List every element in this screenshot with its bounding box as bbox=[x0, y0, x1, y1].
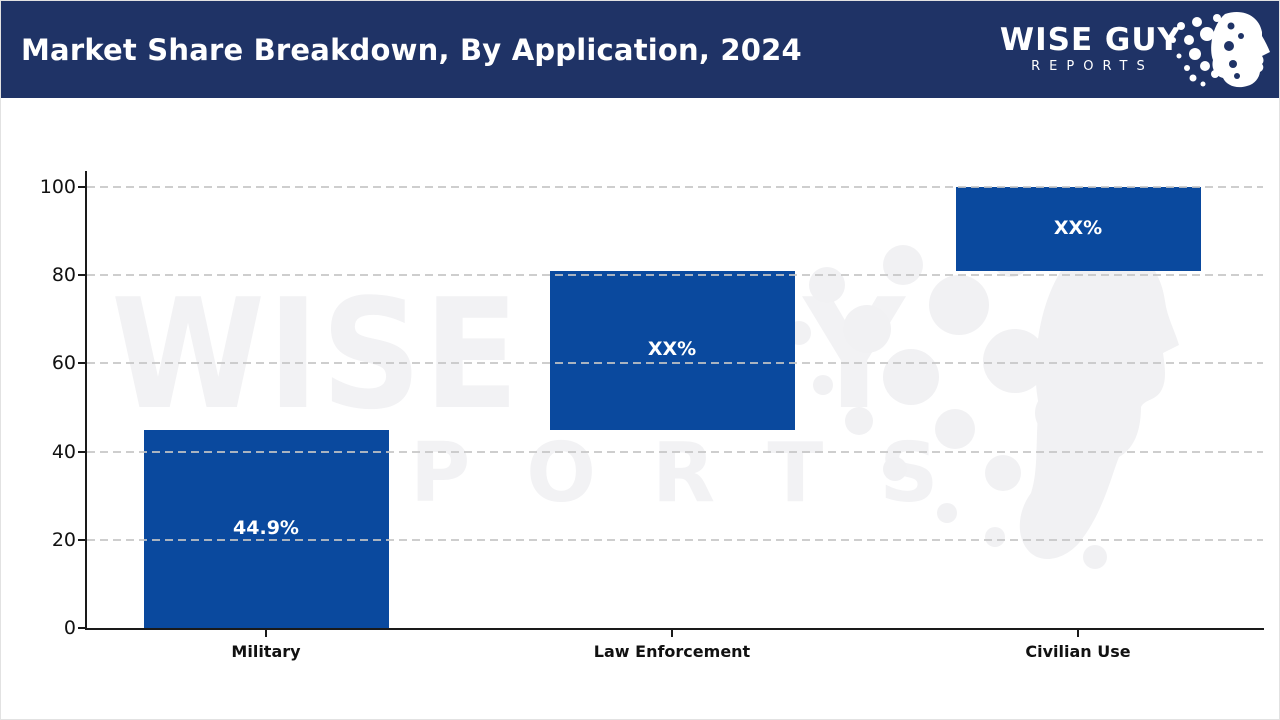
gridline bbox=[87, 362, 1263, 365]
bar-value-label: 44.9% bbox=[233, 516, 299, 539]
gridline bbox=[87, 186, 1263, 188]
bar-military bbox=[143, 429, 389, 628]
logo-face-icon bbox=[1170, 11, 1270, 87]
gridline bbox=[87, 450, 1263, 453]
gridline bbox=[87, 538, 1263, 541]
y-tick-mark bbox=[78, 186, 85, 188]
y-tick-label: 0 bbox=[63, 617, 76, 639]
bar-value-label: XX% bbox=[647, 338, 697, 361]
y-tick-mark bbox=[78, 450, 85, 453]
x-tick-mark bbox=[265, 630, 267, 637]
logo-wordmark: WISE GUY bbox=[999, 22, 1181, 58]
header-bar: Market Share Breakdown, By Application, … bbox=[1, 1, 1279, 98]
x-tick-mark bbox=[1077, 630, 1079, 637]
x-axis-line bbox=[85, 628, 1264, 630]
gridline bbox=[87, 274, 1263, 277]
y-tick-label: 60 bbox=[51, 352, 76, 375]
bar-value-label: XX% bbox=[1053, 216, 1103, 239]
y-tick-mark bbox=[78, 538, 85, 541]
bar-law-enforcement bbox=[549, 270, 795, 430]
x-category-label: Military bbox=[231, 642, 301, 661]
chart-title: Market Share Breakdown, By Application, … bbox=[21, 32, 802, 67]
logo-subtext: REPORTS bbox=[1031, 59, 1154, 74]
y-tick-label: 80 bbox=[51, 264, 76, 287]
bar-civilian-use bbox=[955, 187, 1201, 271]
x-tick-mark bbox=[671, 630, 673, 637]
y-tick-mark bbox=[78, 274, 85, 277]
brand-logo: WISE GUY REPORTS bbox=[1000, 6, 1271, 94]
y-axis-line bbox=[85, 171, 87, 630]
x-category-label: Civilian Use bbox=[1025, 642, 1131, 661]
y-tick-label: 20 bbox=[51, 528, 76, 551]
y-tick-label: 100 bbox=[39, 176, 76, 198]
y-tick-label: 40 bbox=[51, 440, 76, 463]
y-tick-mark bbox=[78, 362, 85, 365]
y-tick-mark bbox=[78, 627, 85, 629]
x-category-label: Law Enforcement bbox=[593, 642, 751, 661]
